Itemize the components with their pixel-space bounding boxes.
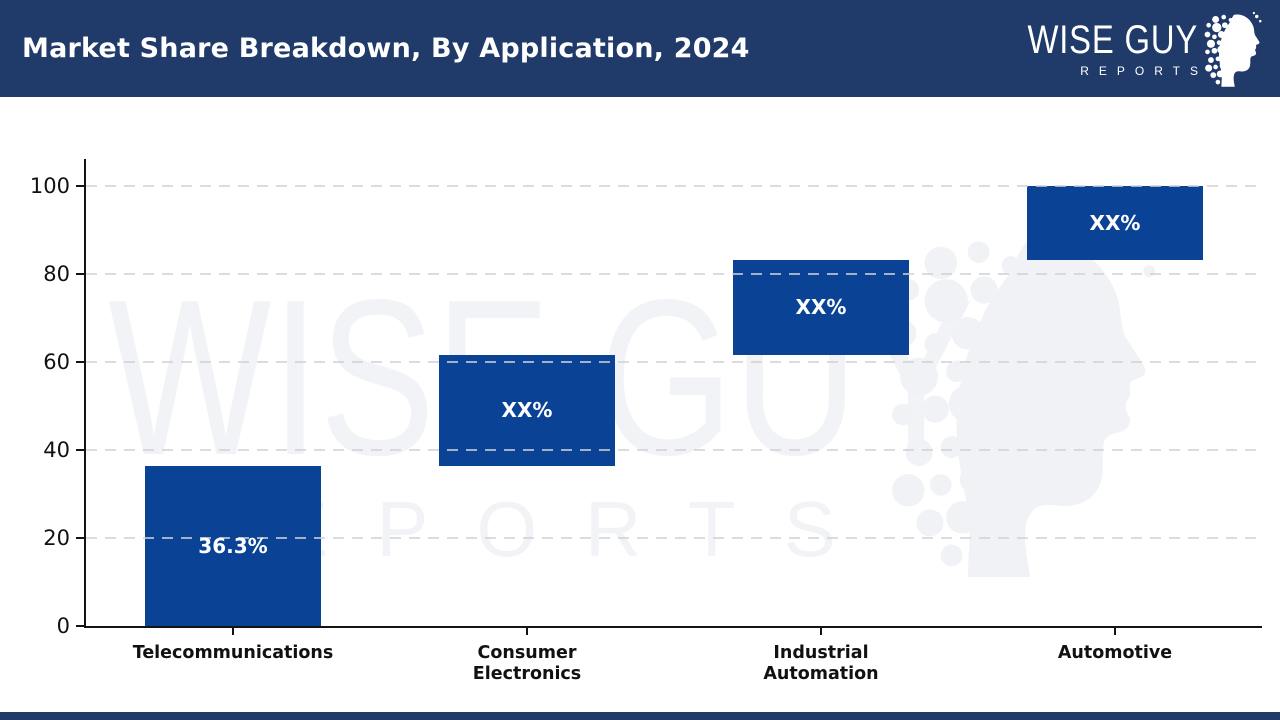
y-tick-label-60: 60 (43, 350, 70, 374)
y-tick-label-40: 40 (43, 438, 70, 462)
chart-area: WISE GUY REPORTS 36.3% XX% XX% XX% 0 20 40 60 80… (0, 97, 1280, 712)
x-tick-mark-consumer-electronics (526, 628, 528, 635)
x-label-line: Industrial (773, 643, 869, 663)
gridline-60 (86, 361, 1262, 363)
bar-label-automotive: XX% (1089, 210, 1141, 235)
x-label-consumer-electronics: Consumer Electronics (397, 643, 657, 686)
gridline-20 (86, 537, 1262, 539)
y-axis (84, 159, 86, 628)
gridline-100 (86, 185, 1262, 187)
bar-label-industrial-automation: XX% (795, 295, 847, 320)
y-tick-label-0: 0 (56, 614, 70, 638)
y-tick-mark-0 (76, 625, 85, 627)
y-tick-mark-100 (76, 185, 85, 187)
y-tick-label-20: 20 (43, 526, 70, 550)
y-tick-label-100: 100 (29, 174, 70, 198)
logo-reports-text: REPORTS (1080, 63, 1208, 78)
y-tick-mark-40 (76, 449, 85, 451)
footer-bar (0, 712, 1280, 720)
bar-label-consumer-electronics: XX% (501, 398, 553, 423)
logo-head-icon (1204, 11, 1262, 87)
x-label-automotive: Automotive (985, 643, 1245, 664)
x-label-industrial-automation: Industrial Automation (691, 643, 951, 686)
y-tick-mark-80 (76, 273, 85, 275)
x-tick-mark-industrial-automation (820, 628, 822, 635)
logo-wiseguy-text: WISE GUY (1027, 17, 1198, 62)
x-label-line: Electronics (472, 664, 582, 685)
header: Market Share Breakdown, By Application, … (0, 0, 1280, 97)
gridline-40 (86, 449, 1262, 451)
x-label-line: Telecommunications (132, 643, 334, 663)
bar-industrial-automation (733, 259, 909, 355)
y-tick-mark-60 (76, 361, 85, 363)
x-axis (84, 626, 1262, 628)
y-tick-mark-20 (76, 537, 85, 539)
wise-guy-logo: WISE GUY REPORTS (990, 11, 1262, 87)
bar-telecommunications (145, 466, 321, 626)
x-tick-mark-automotive (1114, 628, 1116, 635)
y-tick-label-80: 80 (43, 262, 70, 286)
plot: 36.3% XX% XX% XX% 0 20 40 60 80 100 Telecommunicat… (0, 97, 1280, 712)
x-label-line: Automation (763, 664, 879, 685)
x-label-line: Consumer (477, 643, 577, 663)
x-label-telecommunications: Telecommunications (103, 643, 363, 664)
logo-text: WISE GUY REPORTS (990, 20, 1198, 78)
x-tick-mark-telecommunications (232, 628, 234, 635)
x-label-line: Automotive (1057, 643, 1173, 663)
gridline-80 (86, 273, 1262, 275)
chart-title: Market Share Breakdown, By Application, … (22, 33, 750, 64)
bar-automotive (1027, 186, 1203, 260)
bar-label-telecommunications: 36.3% (198, 534, 268, 559)
bar-consumer-electronics (439, 354, 615, 467)
